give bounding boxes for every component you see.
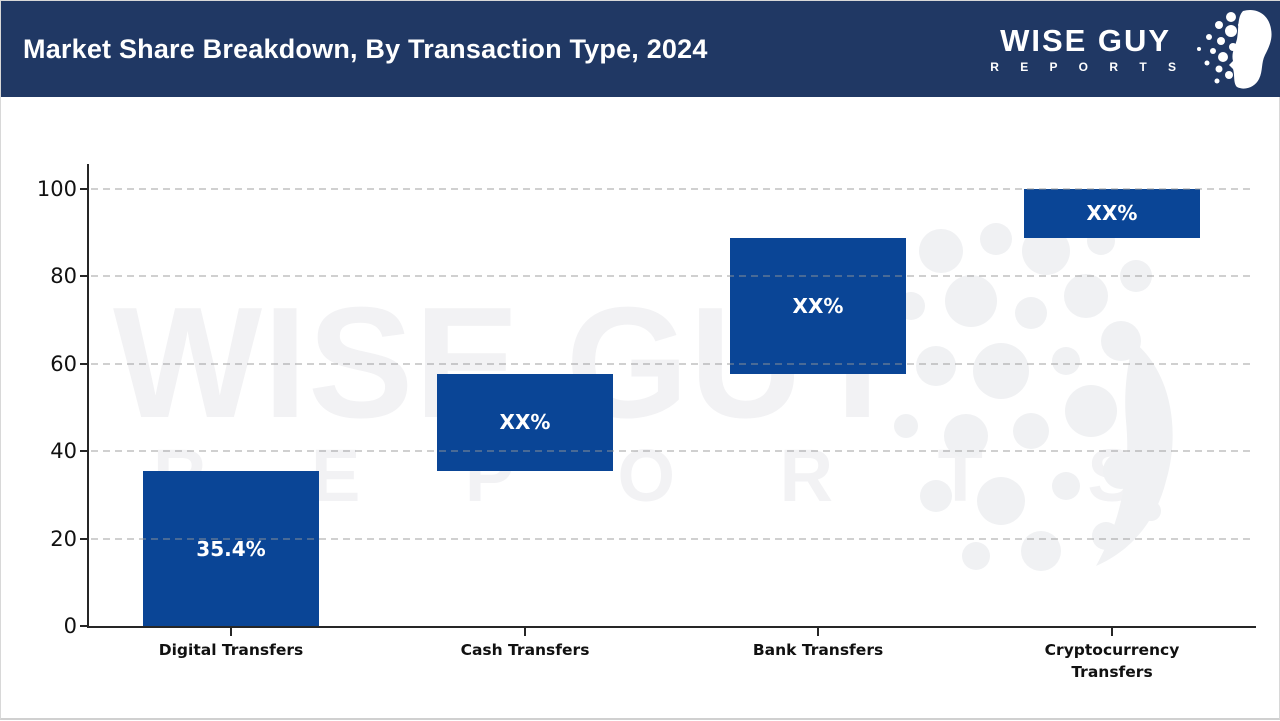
bar-value-label: XX% xyxy=(1086,201,1138,225)
x-tick-0 xyxy=(230,628,232,636)
bar-value-label: XX% xyxy=(792,293,844,318)
y-tick-label-0: 0 xyxy=(63,614,77,638)
bar-digital-transfers: 35.4% xyxy=(143,471,319,626)
x-category-label-1: Cash Transfers xyxy=(460,641,590,659)
gridline-y-80 xyxy=(91,275,1255,277)
x-tick-2 xyxy=(817,628,819,636)
y-tick-0 xyxy=(80,625,88,627)
bar-cash-transfers: XX% xyxy=(437,373,613,472)
x-category-label-3: Cryptocurrency Transfers xyxy=(1044,641,1180,681)
y-tick-100 xyxy=(80,187,88,190)
gridline-y-60 xyxy=(91,362,1255,365)
brand-logo: WISE GUY R E P O R T S xyxy=(986,5,1280,93)
y-tick-60 xyxy=(80,362,88,365)
y-tick-40 xyxy=(80,450,88,452)
x-tick-1 xyxy=(524,628,526,636)
brand-name: WISE GUY xyxy=(1000,23,1172,58)
brand-logo-text: WISE GUY R E P O R T S xyxy=(986,25,1185,73)
y-tick-label-20: 20 xyxy=(50,526,77,551)
y-tick-label-60: 60 xyxy=(50,351,77,376)
gridline-y-40 xyxy=(91,450,1255,452)
y-tick-label-100: 100 xyxy=(36,176,77,201)
y-tick-20 xyxy=(80,537,88,540)
bar-bank-transfers: XX% xyxy=(730,237,906,374)
x-category-label-2: Bank Transfers xyxy=(752,641,884,659)
chart-title: Market Share Breakdown, By Transaction T… xyxy=(23,33,708,64)
gridline-y-20 xyxy=(91,537,1255,540)
watermark-face-dots xyxy=(894,223,1173,571)
brand-subname: R E P O R T S xyxy=(990,60,1185,74)
x-axis-line xyxy=(87,626,1256,628)
bar-cryptocurrency-transfers: XX% xyxy=(1024,188,1200,238)
y-tick-80 xyxy=(80,275,88,277)
header-bar: Market Share Breakdown, By Transaction T… xyxy=(1,1,1280,97)
brand-face-icon xyxy=(1197,9,1272,89)
bar-value-label: XX% xyxy=(499,410,551,435)
bar-value-label: 35.4% xyxy=(196,536,266,561)
y-tick-label-40: 40 xyxy=(50,439,77,463)
y-tick-label-80: 80 xyxy=(50,264,77,288)
gridline-y-100 xyxy=(91,187,1255,190)
y-axis-line xyxy=(87,164,89,628)
x-tick-3 xyxy=(1111,628,1113,636)
x-category-label-0: Digital Transfers xyxy=(158,641,304,659)
